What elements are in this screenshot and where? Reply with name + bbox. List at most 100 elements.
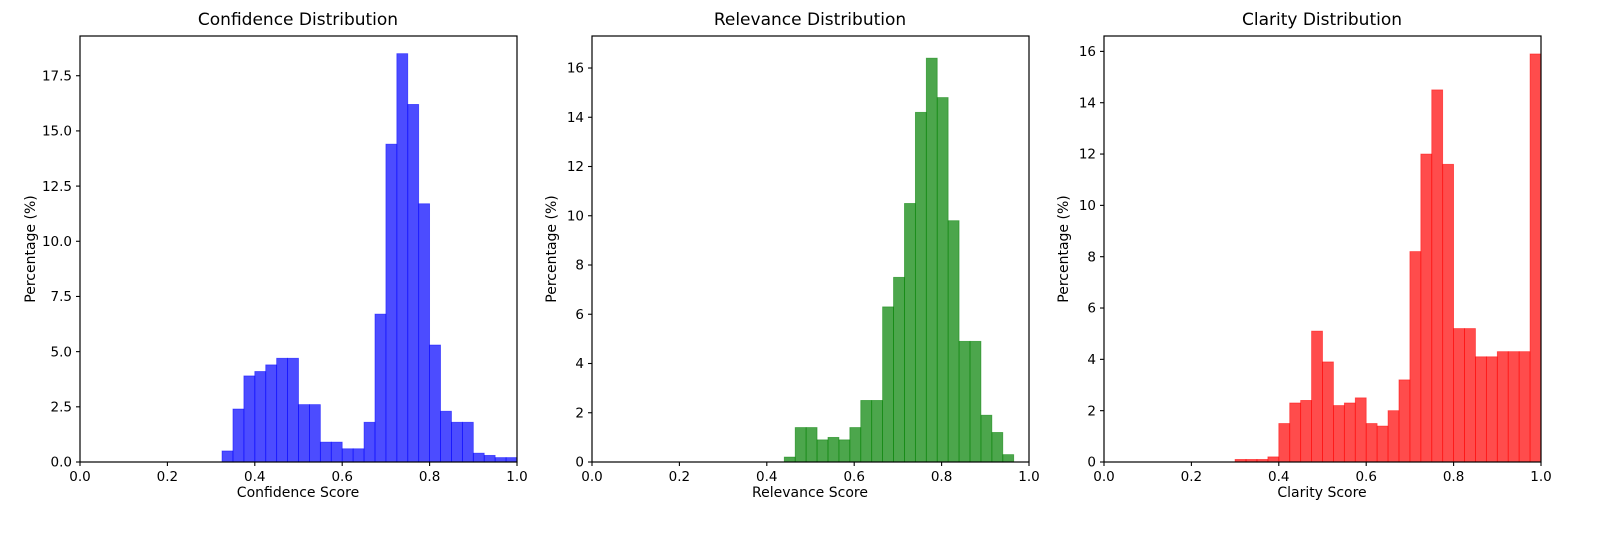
chart-title-relevance: Relevance Distribution xyxy=(713,10,907,30)
histogram-bar xyxy=(980,414,993,463)
histogram-bar xyxy=(429,344,441,463)
histogram-bar xyxy=(1300,400,1312,463)
x-tick-label: 0.2 xyxy=(157,469,178,485)
histogram-bar xyxy=(1387,410,1400,463)
histogram-bar xyxy=(440,410,452,463)
histogram-bar xyxy=(363,421,376,463)
histogram-bar xyxy=(341,448,354,463)
histogram-bar xyxy=(461,421,474,463)
histogram-bar xyxy=(265,364,278,463)
x-tick-label: 0.0 xyxy=(69,469,90,485)
x-tick-label: 0.4 xyxy=(244,469,265,485)
y-tick-label: 2 xyxy=(1087,403,1096,419)
y-tick-label: 6 xyxy=(1087,301,1096,317)
relevance-distribution-ticks: 0.0 0.2 0.4 0.6 0.8 1.0 0 2 4 6 8 10 12 14 16 xyxy=(567,61,1040,485)
histogram-bar xyxy=(243,375,256,463)
histogram-bar xyxy=(860,400,873,463)
y-tick-label: 16 xyxy=(1079,44,1096,60)
x-tick-label: 0.8 xyxy=(1443,469,1464,485)
histogram-bar xyxy=(505,457,518,463)
clarity-distribution-bars xyxy=(1234,53,1542,463)
x-tick-label: 0.2 xyxy=(669,469,690,485)
y-tick-label: 2.5 xyxy=(51,400,72,416)
y-tick-label: 8 xyxy=(575,258,584,274)
histogram-bar xyxy=(1267,456,1280,463)
subplot-clarity-distribution: 0.0 0.2 0.4 0.6 0.8 1.0 0 2 4 6 8 10 12 14 16 xyxy=(1079,35,1552,485)
x-tick-label: 0.4 xyxy=(756,469,777,485)
histogram-bar xyxy=(783,456,796,463)
y-tick-label: 15.0 xyxy=(42,124,72,140)
histogram-bar xyxy=(276,357,288,463)
x-axis-label-clarity: Clarity Score xyxy=(1277,485,1367,501)
histogram-bar xyxy=(232,408,245,463)
histogram-bar xyxy=(1475,356,1487,463)
y-tick-label: 16 xyxy=(567,61,584,77)
histogram-bar xyxy=(1365,423,1378,463)
histogram-bar xyxy=(330,441,343,463)
y-tick-label: 0 xyxy=(1087,455,1096,471)
histogram-bar xyxy=(1398,379,1411,463)
histogram-bar xyxy=(925,57,938,463)
histogram-bar xyxy=(1343,402,1356,463)
y-tick-label: 4 xyxy=(1087,352,1096,368)
histogram-bar xyxy=(816,439,829,463)
histogram-bar xyxy=(1431,89,1444,463)
y-axis-label-relevance: Percentage (%) xyxy=(544,195,560,303)
histogram-bar xyxy=(1289,402,1302,463)
clarity-distribution-ticks: 0.0 0.2 0.4 0.6 0.8 1.0 0 2 4 6 8 10 12 14 16 xyxy=(1079,44,1552,485)
histogram-bar xyxy=(1376,425,1389,463)
y-tick-label: 10.0 xyxy=(42,234,72,250)
histogram-bar xyxy=(849,427,862,463)
x-tick-label: 0.4 xyxy=(1268,469,1289,485)
histogram-bar xyxy=(1354,397,1367,463)
histogram-bar xyxy=(319,441,332,463)
histogram-bar xyxy=(969,340,982,463)
x-tick-label: 1.0 xyxy=(1018,469,1039,485)
y-tick-label: 17.5 xyxy=(42,68,72,84)
axes-frame xyxy=(79,35,518,463)
histogram-bar xyxy=(287,357,299,463)
histogram-bar xyxy=(1002,454,1015,463)
histogram-bar xyxy=(396,53,409,463)
y-tick-label: 0.0 xyxy=(51,455,72,471)
histogram-bar xyxy=(1485,356,1498,463)
histogram-bar xyxy=(1529,53,1542,463)
histogram-bar xyxy=(298,404,310,463)
histogram-bar xyxy=(904,203,916,463)
histogram-bar xyxy=(1464,328,1476,463)
histogram-bar xyxy=(1420,153,1433,463)
histogram-bar xyxy=(1333,405,1345,463)
histogram-bar xyxy=(871,400,883,463)
histogram-bar xyxy=(827,436,840,463)
histogram-bar xyxy=(1453,328,1465,463)
histogram-bar xyxy=(418,203,431,463)
histogram-bar xyxy=(1507,351,1520,463)
histogram-bar xyxy=(1311,330,1323,463)
y-tick-label: 5.0 xyxy=(51,344,72,360)
histogram-bar xyxy=(991,432,1004,463)
histogram-bar xyxy=(309,404,321,463)
y-tick-label: 7.5 xyxy=(51,289,72,305)
histogram-bar xyxy=(893,276,905,463)
histogram-bar xyxy=(794,427,807,463)
x-tick-label: 0.6 xyxy=(843,469,864,485)
histogram-bar xyxy=(936,97,949,463)
histogram-bar xyxy=(838,439,851,463)
chart-title-confidence: Confidence Distribution xyxy=(197,10,399,30)
relevance-distribution-bars xyxy=(783,57,1015,463)
y-tick-label: 2 xyxy=(575,405,584,421)
histogram-bar xyxy=(374,313,387,463)
axes-frame xyxy=(591,35,1030,463)
y-axis-label-clarity: Percentage (%) xyxy=(1056,195,1072,303)
y-tick-label: 6 xyxy=(575,307,584,323)
x-tick-label: 0.6 xyxy=(1355,469,1376,485)
histogram-bar xyxy=(1518,351,1531,463)
y-tick-label: 14 xyxy=(567,110,584,126)
histogram-bar xyxy=(1409,251,1422,463)
histogram-bar xyxy=(882,306,894,463)
histogram-bar xyxy=(221,450,234,463)
y-tick-label: 12 xyxy=(1079,147,1096,163)
y-tick-label: 12.5 xyxy=(42,179,72,195)
confidence-distribution-ticks: 0.0 0.2 0.4 0.6 0.8 1.0 0.0 2.5 5.0 7.5 10.0 12.5 15… xyxy=(42,68,528,485)
